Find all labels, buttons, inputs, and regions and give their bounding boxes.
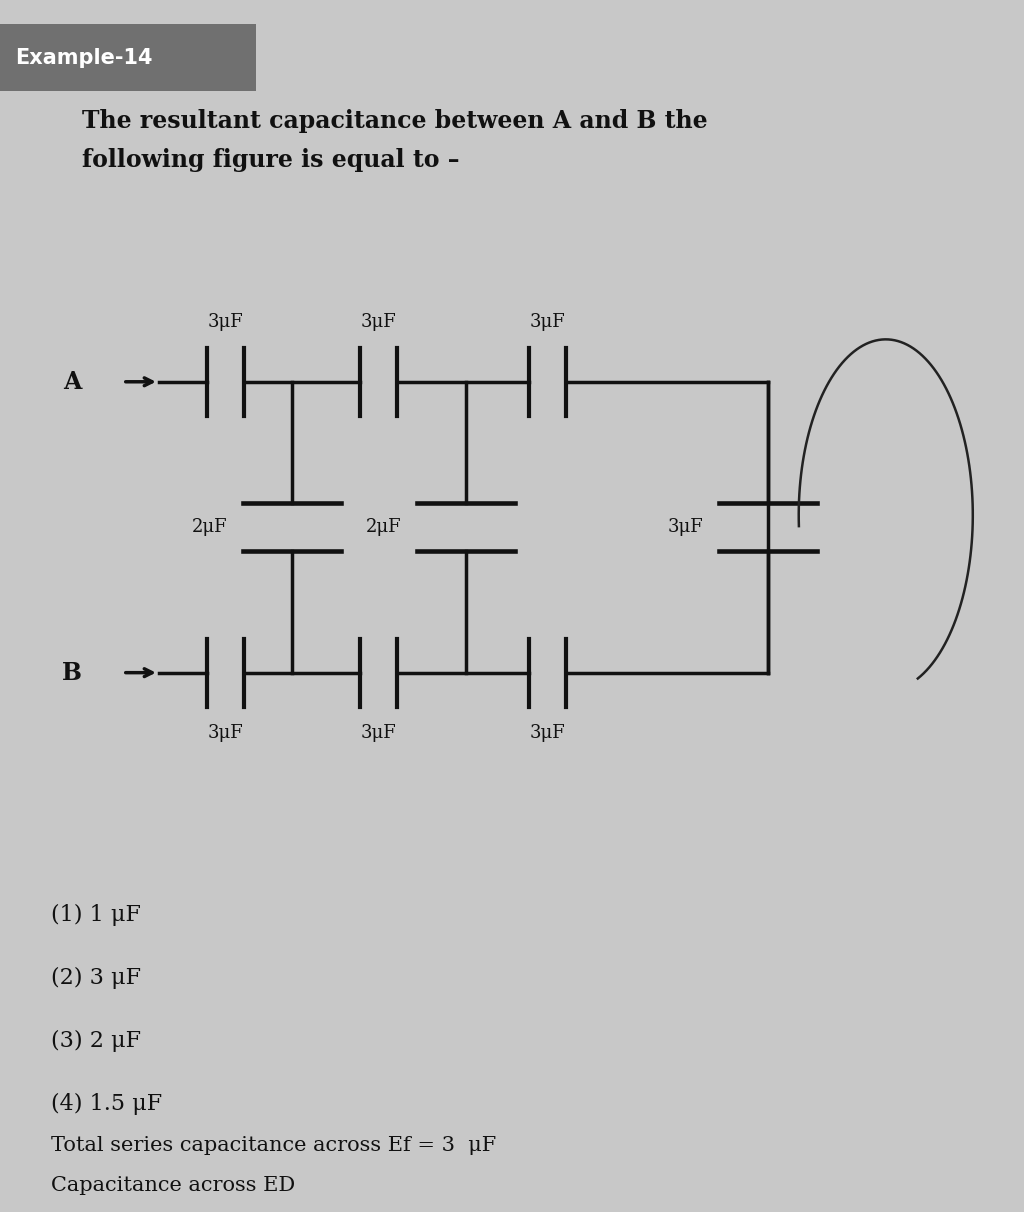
Text: 3μF: 3μF [668,519,703,536]
Text: 3μF: 3μF [361,724,396,742]
Text: (3) 2 μF: (3) 2 μF [51,1030,141,1052]
Text: Total series capacitance across Ef = 3  μF: Total series capacitance across Ef = 3 μ… [51,1136,497,1155]
Text: (2) 3 μF: (2) 3 μF [51,967,141,989]
Text: 3μF: 3μF [530,724,565,742]
Text: A: A [63,370,82,394]
Text: Capacitance across ED: Capacitance across ED [51,1176,296,1195]
Text: 3μF: 3μF [530,313,565,331]
Text: (1) 1 μF: (1) 1 μF [51,904,141,926]
Text: Example-14: Example-14 [15,48,153,68]
Text: 3μF: 3μF [208,313,243,331]
Text: 3μF: 3μF [208,724,243,742]
Text: 2μF: 2μF [366,519,401,536]
Text: B: B [62,661,82,685]
FancyBboxPatch shape [0,24,256,91]
Text: 3μF: 3μF [361,313,396,331]
Text: (4) 1.5 μF: (4) 1.5 μF [51,1093,163,1115]
Text: 2μF: 2μF [191,519,227,536]
Text: following figure is equal to –: following figure is equal to – [82,148,460,172]
Text: The resultant capacitance between A and B the: The resultant capacitance between A and … [82,109,708,133]
